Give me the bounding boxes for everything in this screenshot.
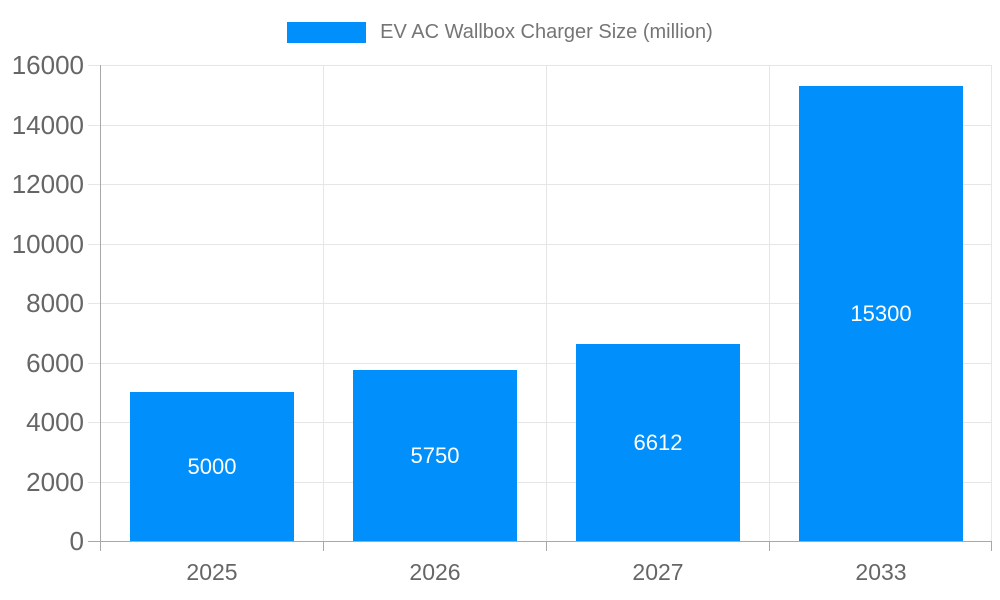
bar-value-label: 6612 (633, 429, 683, 455)
x-axis-tick (769, 542, 770, 551)
x-axis-label: 2025 (186, 559, 238, 585)
x-axis-tick (100, 542, 101, 551)
y-axis-label: 0 (69, 526, 84, 556)
y-axis-tick (88, 303, 100, 304)
bar-value-label: 15300 (850, 300, 912, 326)
y-axis-label: 16000 (11, 50, 84, 80)
x-gridline (546, 65, 547, 541)
x-axis-tick (546, 542, 547, 551)
x-axis-label: 2033 (855, 559, 907, 585)
y-axis-label: 8000 (26, 288, 84, 318)
y-axis-tick (88, 184, 100, 185)
legend-label: EV AC Wallbox Charger Size (million) (380, 21, 713, 43)
y-axis-line (100, 65, 101, 541)
legend-swatch-icon (287, 22, 367, 43)
y-axis-label: 6000 (26, 348, 84, 378)
x-axis-tick (323, 542, 324, 551)
bar[interactable]: 5750 (353, 370, 517, 541)
x-axis-label: 2027 (632, 559, 684, 585)
x-axis-line (88, 541, 992, 542)
plot-area: 5000 5750 6612 15300 (100, 65, 992, 541)
bar-value-label: 5750 (410, 442, 460, 468)
y-axis-label: 10000 (11, 229, 84, 259)
x-gridline (769, 65, 770, 541)
y-axis-tick (88, 482, 100, 483)
x-axis-label: 2026 (409, 559, 461, 585)
bar[interactable]: 6612 (576, 344, 740, 541)
y-axis-tick (88, 422, 100, 423)
x-gridline (991, 65, 992, 541)
y-axis-label: 12000 (11, 169, 84, 199)
y-axis-tick (88, 65, 100, 66)
y-axis-label: 2000 (26, 467, 84, 497)
bar[interactable]: 15300 (799, 86, 963, 541)
bar[interactable]: 5000 (130, 392, 294, 541)
bar-value-label: 5000 (187, 453, 237, 479)
chart-legend[interactable]: EV AC Wallbox Charger Size (million) (0, 21, 1000, 44)
x-axis-tick (991, 542, 992, 551)
y-axis-tick (88, 125, 100, 126)
y-axis-label: 4000 (26, 407, 84, 437)
y-axis-tick (88, 244, 100, 245)
x-gridline (323, 65, 324, 541)
y-axis-tick (88, 363, 100, 364)
y-axis-label: 14000 (11, 110, 84, 140)
